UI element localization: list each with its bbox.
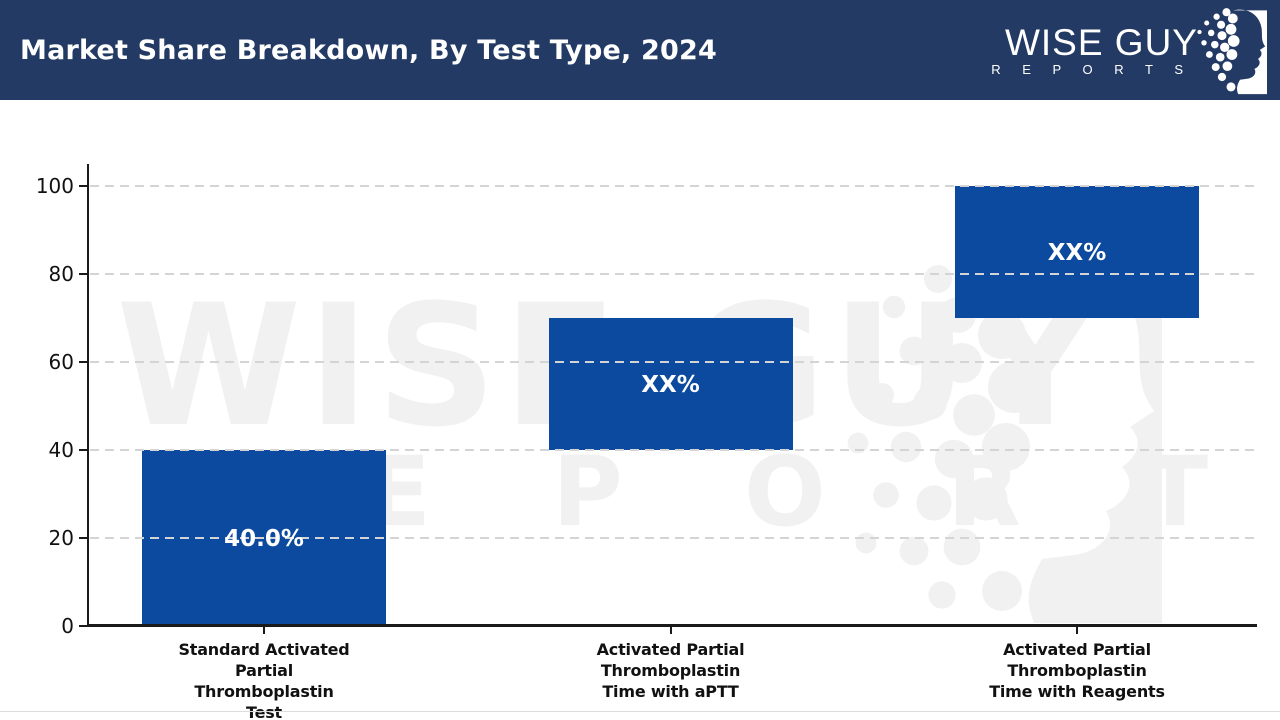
brand-logo: WISE GUY R E P O R T S: [991, 0, 1270, 100]
x-category-label-line: Activated Partial: [596, 640, 745, 659]
x-category-label: Activated Partial Thromboplastin Time with…: [917, 639, 1237, 702]
y-tick-mark: [79, 625, 87, 627]
y-tick-label: 100: [35, 174, 74, 198]
x-tick-mark: [263, 627, 265, 634]
x-category-label-line: Thromboplastin: [600, 661, 741, 680]
gridline: [90, 449, 1255, 451]
figure-bottom-border: [0, 711, 1280, 712]
gridline: [90, 185, 1255, 187]
gridline: [90, 537, 1255, 539]
x-axis-line: [87, 624, 1257, 627]
x-tick-mark: [669, 627, 672, 634]
y-tick-mark: [79, 185, 87, 187]
y-tick-mark: [79, 449, 87, 451]
bar-value-label: XX%: [641, 372, 700, 398]
y-tick-label: 60: [48, 350, 74, 374]
x-tick-mark: [1076, 627, 1078, 634]
y-tick-label: 20: [48, 526, 74, 550]
y-axis-line: [87, 164, 89, 627]
y-tick-mark: [79, 273, 87, 275]
y-tick-label: 80: [48, 262, 74, 286]
x-category-label-line: Standard Activated: [178, 640, 350, 659]
brand-logo-name: WISE GUY: [1004, 22, 1198, 63]
header-bar: Market Share Breakdown, By Test Type, 20…: [0, 0, 1280, 100]
bar-segment: [548, 318, 793, 450]
x-category-label-line: Partial: [235, 661, 293, 680]
bar-value-label: 40.0%: [224, 526, 304, 552]
x-category-label-line: Thromboplastin: [194, 682, 334, 701]
brand-logo-subname: R E P O R T S: [991, 62, 1192, 77]
page-title: Market Share Breakdown, By Test Type, 20…: [20, 34, 718, 66]
y-tick-mark: [79, 361, 87, 363]
bar-value-label: XX%: [1047, 240, 1107, 266]
x-category-label-line: Time with aPTT: [602, 682, 739, 701]
bar-segment: [955, 186, 1199, 318]
y-tick-mark: [79, 537, 87, 539]
y-tick-label: 40: [48, 438, 74, 462]
gridline: [90, 273, 1255, 275]
x-category-label-line: Thromboplastin: [1007, 661, 1147, 680]
x-category-label-line: Time with Reagents: [989, 682, 1165, 701]
x-category-label: Activated Partial Thromboplastin Time with…: [511, 639, 831, 702]
brand-face-icon: [1197, 8, 1267, 95]
gridline: [90, 361, 1255, 363]
x-category-label-line: Activated Partial: [1003, 640, 1151, 659]
y-tick-label: 0: [61, 614, 74, 638]
x-category-label: Standard Activated Partial Thromboplastin T…: [104, 639, 424, 720]
